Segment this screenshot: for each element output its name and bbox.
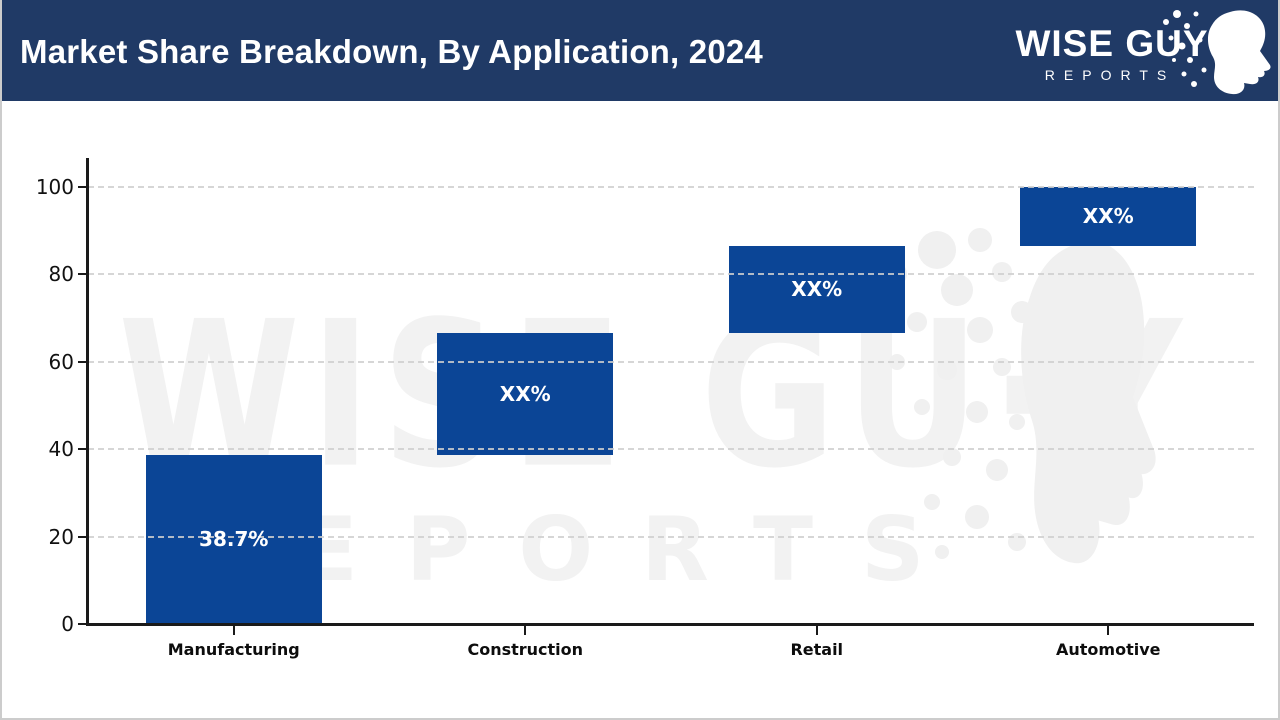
y-axis-line (86, 158, 89, 626)
header-bar: Market Share Breakdown, By Application, … (0, 0, 1280, 101)
gridline-100 (88, 185, 1254, 188)
bar-value-label-manufacturing: 38.7% (199, 527, 269, 552)
gridline-40 (88, 448, 1254, 450)
x-tick-automotive (1107, 626, 1110, 635)
y-tick-label-100: 100 (35, 174, 74, 199)
y-tick-label-20: 20 (48, 524, 74, 549)
bar-construction (437, 333, 614, 455)
y-tick-label-0: 0 (61, 612, 74, 636)
bar-value-label-construction: XX% (499, 381, 551, 406)
x-category-label-manufacturing: Manufacturing (167, 640, 300, 659)
y-tick-60 (78, 360, 87, 363)
x-tick-manufacturing (232, 626, 235, 635)
y-tick-20 (78, 535, 87, 538)
x-category-label-retail: Retail (790, 640, 844, 659)
bar-manufacturing (145, 454, 322, 624)
gridline-80 (88, 273, 1254, 275)
watermark-dotted-face-icon (881, 228, 1156, 564)
y-tick-label-40: 40 (48, 437, 74, 461)
x-tick-construction (524, 626, 527, 635)
x-tick-retail (815, 626, 818, 635)
y-tick-80 (78, 273, 87, 275)
wise-guy-reports-logo: WISE GUY REPORTS (1015, 10, 1271, 95)
logo-dotted-face-icon (1163, 10, 1271, 95)
y-tick-40 (78, 448, 87, 450)
y-tick-label-60: 60 (48, 349, 74, 374)
x-axis-line (86, 623, 1254, 626)
y-tick-0 (78, 623, 87, 625)
x-category-label-construction: Construction (467, 640, 584, 659)
bar-automotive (1020, 186, 1197, 246)
gridline-20 (88, 535, 1254, 538)
page-title: Market Share Breakdown, By Application, … (20, 33, 763, 70)
bar-retail (728, 245, 905, 334)
x-category-label-automotive: Automotive (1056, 640, 1161, 659)
y-tick-label-80: 80 (48, 262, 74, 286)
logo-text-line1: WISE GUY (1015, 23, 1208, 64)
y-tick-100 (78, 185, 87, 188)
gridline-60 (88, 360, 1254, 363)
bar-value-label-retail: XX% (791, 277, 843, 302)
bar-value-label-automotive: XX% (1082, 204, 1134, 229)
logo-text-line2: REPORTS (1045, 67, 1175, 83)
